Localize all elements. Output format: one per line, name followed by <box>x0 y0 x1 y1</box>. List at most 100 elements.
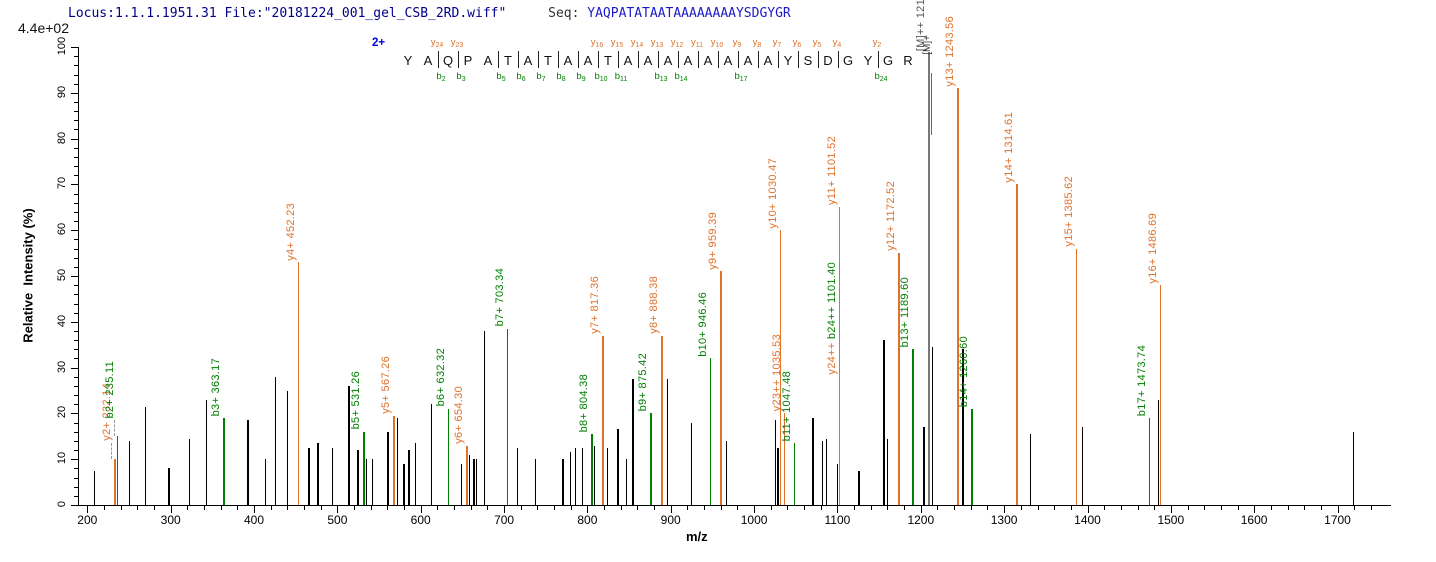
peak-b-ion <box>709 358 711 505</box>
x-minor-tick <box>454 506 455 510</box>
peak-label: b11+ 1047.48 <box>780 370 793 442</box>
residue-letter: R <box>903 53 913 68</box>
y-major-tick <box>71 47 78 48</box>
x-minor-tick <box>104 506 105 510</box>
peak-label: y9+ 959.39 <box>707 211 720 270</box>
y-minor-tick <box>74 129 78 131</box>
residue-letter: T <box>544 53 552 68</box>
label-connector-dash <box>113 420 115 437</box>
peak <box>408 450 410 505</box>
peak-y-ion <box>779 230 782 505</box>
peak-label: y24++ b24++ 1101.40 <box>826 262 838 375</box>
peak-y-ion <box>1016 184 1019 505</box>
peak <box>371 459 373 505</box>
x-minor-tick <box>887 506 889 510</box>
x-minor-tick <box>137 506 139 510</box>
y-axis-title: Relative Intensity (%) <box>20 208 36 343</box>
b-ion-site-label: b8 <box>556 71 566 83</box>
x-minor-tick <box>270 506 272 510</box>
y-minor-tick <box>74 294 78 296</box>
x-major-tick <box>337 506 339 513</box>
residue-letter: A <box>583 53 593 68</box>
peak <box>469 454 471 505</box>
x-major-tick <box>920 506 922 513</box>
residue-letter: A <box>643 53 653 68</box>
peak-label: b2+ 235.11 <box>103 360 116 419</box>
seq-label: Seq: <box>548 6 580 21</box>
x-minor-tick <box>1220 506 1222 510</box>
peak <box>308 447 310 505</box>
y-major-tick <box>71 505 78 506</box>
y-major-tick <box>71 184 78 186</box>
y-minor-tick <box>74 147 78 149</box>
x-minor-tick <box>1237 506 1239 510</box>
peak-b-ion <box>116 436 119 505</box>
x-tick-label: 900 <box>660 513 681 527</box>
x-major-tick <box>837 506 839 513</box>
base-peak-intensity-label: 4.4e+02 <box>18 20 69 36</box>
peak-y-ion <box>897 253 900 505</box>
x-minor-tick <box>1020 506 1022 510</box>
y-minor-tick <box>74 486 78 488</box>
cleavage-site-divider <box>677 51 679 68</box>
peak-b-ion <box>223 418 225 505</box>
y-major-tick <box>71 459 78 461</box>
x-major-tick <box>1170 506 1172 513</box>
peak <box>129 440 131 505</box>
y-tick-label: 10 <box>56 452 68 465</box>
b-ion-site-label: b9 <box>576 71 586 83</box>
y-minor-tick <box>74 156 78 158</box>
x-minor-tick <box>870 506 872 510</box>
y-tick-label: 90 <box>56 85 68 98</box>
y-tick-label: 20 <box>56 406 68 419</box>
y-major-tick <box>71 367 78 369</box>
y-minor-tick <box>74 257 78 259</box>
label-connector-dash <box>111 443 113 460</box>
x-minor-tick <box>470 506 472 510</box>
residue-letter: A <box>623 53 633 68</box>
peak <box>812 418 814 505</box>
cleavage-site-divider <box>437 51 439 68</box>
x-minor-tick <box>1120 506 1122 510</box>
x-minor-tick <box>1070 506 1072 510</box>
residue-letter: A <box>423 53 433 68</box>
precursor-ion-label: [M]+ <box>922 35 933 55</box>
peak <box>562 459 564 505</box>
x-minor-tick <box>637 506 639 510</box>
peak <box>725 440 728 505</box>
y-ion-site-label: y11 <box>690 37 704 49</box>
residue-letter: D <box>823 53 833 68</box>
peak <box>317 443 319 505</box>
x-minor-tick <box>820 506 822 510</box>
x-major-tick <box>420 506 422 513</box>
x-axis-title: m/z <box>686 529 708 544</box>
y-tick-label: 0 <box>56 500 68 508</box>
locus-file-text: Locus:1.1.1.1951.31 File:"20181224_001_g… <box>68 6 507 21</box>
residue-letter: G <box>882 53 894 68</box>
peak-b-ion <box>650 413 652 505</box>
y-ion-site-label: y8 <box>752 37 762 49</box>
x-tick-label: 1300 <box>990 513 1018 527</box>
x-tick-label: 500 <box>327 513 348 527</box>
peak-b-ion <box>447 408 450 505</box>
peak <box>94 470 96 505</box>
x-minor-tick <box>687 506 689 510</box>
peak-b-ion <box>591 434 593 505</box>
x-minor-tick <box>720 506 722 510</box>
x-tick-label: 600 <box>410 513 431 527</box>
peak-b-ion <box>363 431 365 505</box>
y-minor-tick <box>74 202 78 204</box>
peak <box>858 470 860 505</box>
b-ion-site-label: b17 <box>734 71 748 83</box>
peak-y-ion <box>466 445 468 505</box>
peak <box>931 347 933 505</box>
x-minor-tick <box>1104 506 1106 510</box>
cleavage-site-divider <box>717 51 719 68</box>
y-minor-tick <box>74 166 78 168</box>
x-minor-tick <box>187 506 189 510</box>
y-ion-site-label: y13 <box>650 37 664 49</box>
peak-label: y14+ 1314.61 <box>1003 111 1016 183</box>
y-minor-tick <box>74 120 78 122</box>
